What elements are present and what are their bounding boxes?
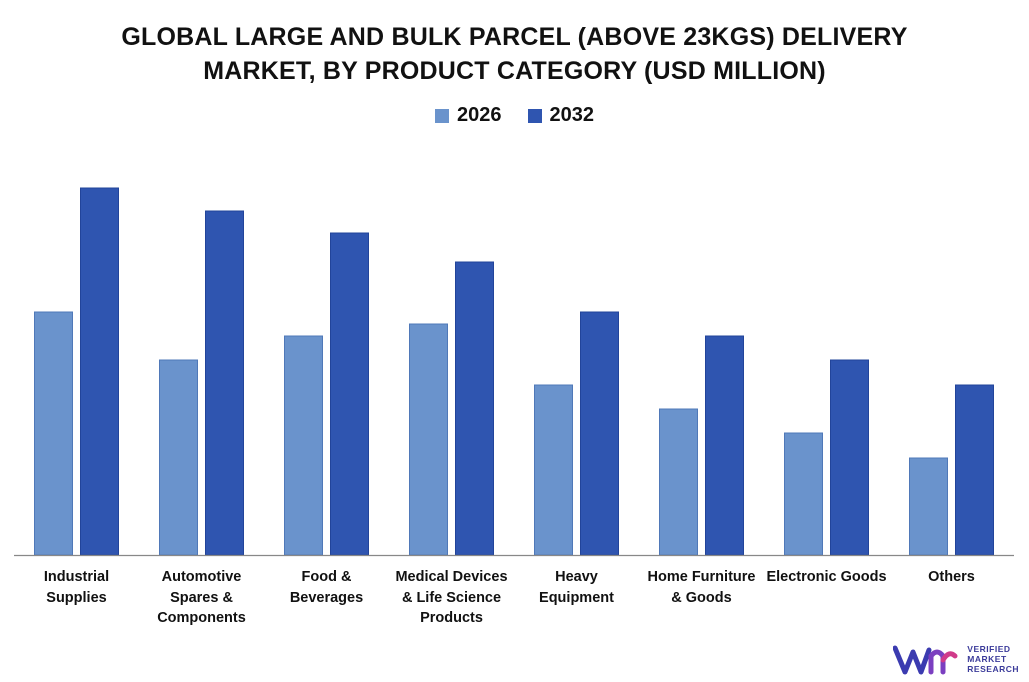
x-tick-label-7-line-0: Others	[928, 569, 975, 585]
chart-legend: 2026 2032	[0, 104, 1029, 127]
x-tick-label-3-line-1: & Life Science	[401, 589, 502, 606]
x-tick-label-5: Home Furniture & Goods	[640, 567, 764, 608]
x-tick-label-3-line-0: Medical Devices	[395, 569, 508, 585]
bar-2032-cat-0	[80, 187, 119, 556]
x-tick-label-4-line-1: Equipment	[539, 589, 614, 606]
bar-2026-cat-2	[284, 335, 323, 556]
x-tick-label-4: Heavy Equipment	[515, 567, 639, 608]
legend-item-2032: 2032	[527, 104, 595, 127]
bar-2026-cat-1	[159, 359, 198, 556]
x-tick-label-7: Others	[890, 567, 1014, 588]
x-tick-label-6-line-0: Electronic Goods	[766, 569, 887, 585]
vmr-logo-wordmark: VERIFIED MARKET RESEARCH	[967, 644, 1019, 674]
legend-swatch-2026	[435, 108, 449, 123]
x-tick-label-6: Electronic Goods	[765, 567, 889, 588]
x-tick-label-5-line-1: & Goods	[671, 589, 732, 606]
bar-2026-cat-0	[34, 311, 73, 556]
bar-2032-cat-5	[705, 335, 744, 556]
vmr-logo-mark-icon	[893, 645, 958, 675]
bar-2032-cat-3	[455, 261, 494, 556]
legend-label-2026: 2026	[457, 104, 502, 126]
legend-item-2026: 2026	[435, 104, 502, 127]
x-tick-label-2-line-0: Food &	[301, 569, 352, 585]
x-tick-label-0-line-0: Industrial	[43, 569, 110, 585]
x-tick-label-1: Automotive Spares & Components	[140, 567, 264, 629]
bar-2032-cat-1	[205, 210, 244, 556]
bar-2026-cat-7	[909, 457, 948, 556]
verified-market-research-logo: VERIFIED MARKET RESEARCH	[893, 642, 1019, 676]
x-tick-label-2-line-1: Beverages	[289, 589, 364, 606]
chart-title-line-1: GLOBAL LARGE AND BULK PARCEL (ABOVE 23KG…	[121, 23, 908, 51]
x-tick-label-5-line-0: Home Furniture	[647, 569, 756, 585]
x-tick-label-2: Food & Beverages	[265, 567, 389, 608]
chart-title: GLOBAL LARGE AND BULK PARCEL (ABOVE 23KG…	[0, 20, 1029, 88]
bar-2026-cat-4	[534, 384, 573, 556]
bar-2026-cat-3	[409, 323, 448, 556]
chart-title-line-2: MARKET, BY PRODUCT CATEGORY (USD MILLION…	[203, 57, 826, 85]
bar-2026-cat-6	[784, 432, 823, 556]
x-tick-label-1-line-1: Spares &	[170, 589, 233, 606]
bar-2032-cat-7	[955, 384, 994, 556]
x-tick-label-3-line-2: Products	[420, 610, 483, 626]
x-tick-label-0-line-1: Supplies	[46, 589, 107, 606]
bar-2032-cat-6	[830, 359, 869, 556]
bar-2026-cat-5	[659, 408, 698, 556]
bar-2032-cat-4	[580, 311, 619, 556]
legend-label-2032: 2032	[549, 104, 595, 126]
x-tick-label-0: Industrial Supplies	[15, 567, 139, 608]
x-tick-label-1-line-2: Components	[157, 610, 246, 626]
x-tick-label-4-line-0: Heavy	[555, 569, 598, 585]
x-tick-label-1-line-0: Automotive	[161, 569, 242, 585]
legend-swatch-2032	[527, 108, 542, 123]
x-tick-label-3: Medical Devices & Life Science Products	[390, 567, 514, 629]
bar-2032-cat-2	[330, 232, 369, 556]
